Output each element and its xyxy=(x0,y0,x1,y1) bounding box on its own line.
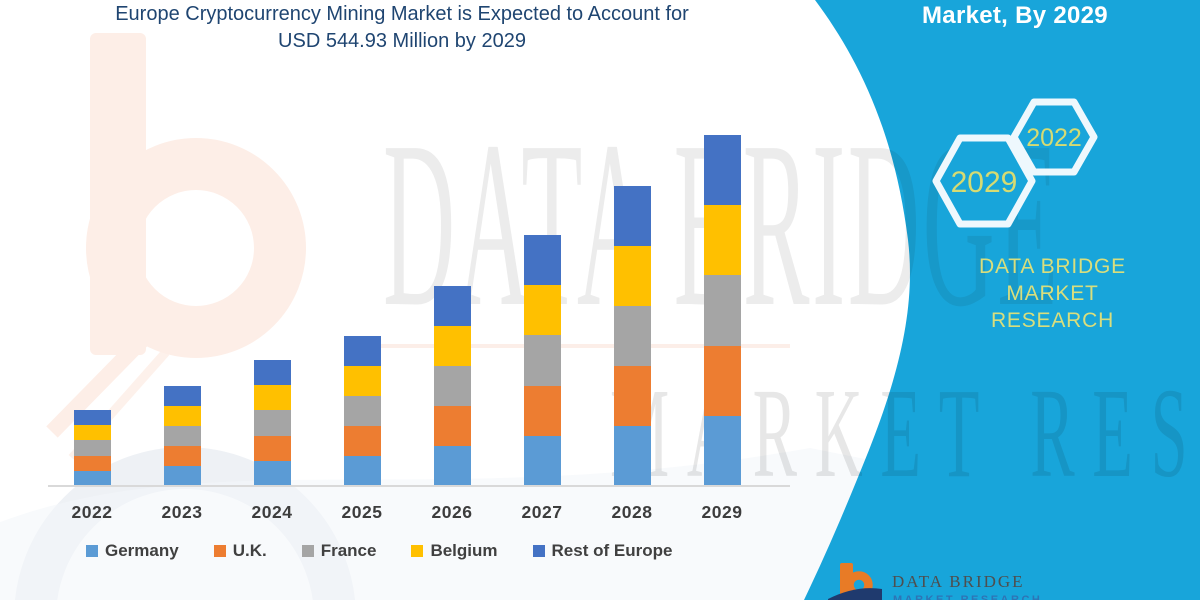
bar-2028-rest-of-europe xyxy=(613,185,651,246)
hexagon-2022-label: 2022 xyxy=(1026,124,1082,152)
legend-label: Germany xyxy=(105,541,179,560)
footer-brand-text: DATA BRIDGE xyxy=(892,572,1025,591)
panel-brand-line1: DATA BRIDGE MARKET xyxy=(979,255,1126,305)
bar-2027-germany xyxy=(523,435,561,486)
legend-swatch-icon xyxy=(411,545,424,557)
bar-2025-germany xyxy=(343,455,381,486)
bar-2024-germany xyxy=(253,460,291,486)
legend-swatch-icon xyxy=(86,545,98,557)
bar-2024-belgium xyxy=(253,385,291,411)
bar-2026-rest-of-europe xyxy=(433,286,471,326)
bar-2025-u-k- xyxy=(343,425,381,456)
bar-2023-belgium xyxy=(163,405,201,426)
bar-2026-germany xyxy=(433,446,471,486)
bar-2026-france xyxy=(433,366,471,406)
legend-item-belgium: Belgium xyxy=(411,541,498,561)
bar-2026-u-k- xyxy=(433,406,471,446)
x-tick-2024: 2024 xyxy=(251,502,293,522)
bar-2029-rest-of-europe xyxy=(703,134,741,206)
legend-swatch-icon xyxy=(301,545,314,557)
panel-heading: Market, By 2029 xyxy=(922,2,1108,29)
legend-item-u-k-: U.K. xyxy=(213,541,267,561)
legend-label: France xyxy=(320,541,377,560)
bar-2028-u-k- xyxy=(613,365,651,426)
bar-2028-germany xyxy=(613,425,651,486)
bar-2029-belgium xyxy=(703,205,741,276)
bar-2022-germany xyxy=(73,470,111,486)
bar-2027-france xyxy=(523,335,561,386)
datab-logo-icon xyxy=(828,563,882,600)
bar-2024-rest-of-europe xyxy=(253,360,291,386)
legend-label: Rest of Europe xyxy=(551,541,673,560)
legend-item-rest-of-europe: Rest of Europe xyxy=(532,541,673,561)
bar-2029-france xyxy=(703,275,741,346)
chart-title-line2: USD 544.93 Million by 2029 xyxy=(278,30,526,52)
legend-item-germany: Germany xyxy=(86,541,179,561)
chart-legend: Germany U.K. France Belgium Rest of Europe xyxy=(86,541,672,561)
bar-2025-rest-of-europe xyxy=(343,335,381,366)
bar-2023-rest-of-europe xyxy=(163,385,201,406)
x-tick-2025: 2025 xyxy=(341,502,383,522)
bar-2023-germany xyxy=(163,465,201,486)
bar-2026-belgium xyxy=(433,326,471,366)
x-tick-2027: 2027 xyxy=(521,502,563,522)
bar-2025-belgium xyxy=(343,365,381,396)
bar-2024-u-k- xyxy=(253,435,291,461)
hexagon-2029 xyxy=(932,134,1036,228)
bar-2023-france xyxy=(163,425,201,446)
x-tick-2029: 2029 xyxy=(701,502,743,522)
bar-2029-u-k- xyxy=(703,345,741,416)
bar-2022-france xyxy=(73,440,111,456)
bar-2024-france xyxy=(253,410,291,436)
footer-brand-subtext: MARKET RESEARCH xyxy=(893,594,1043,600)
bar-2025-france xyxy=(343,395,381,426)
pink-b-logo-watermark xyxy=(46,33,790,461)
x-tick-2022: 2022 xyxy=(71,502,113,522)
legend-label: U.K. xyxy=(232,541,267,560)
bar-2023-u-k- xyxy=(163,445,201,466)
bar-2027-belgium xyxy=(523,285,561,336)
panel-brand-line2: RESEARCH xyxy=(990,309,1115,332)
bar-2027-rest-of-europe xyxy=(523,235,561,286)
chart-title-line1: Europe Cryptocurrency Mining Market is E… xyxy=(115,3,689,25)
bar-2028-france xyxy=(613,305,651,366)
x-axis-line xyxy=(48,485,790,487)
hexagon-2029-label: 2029 xyxy=(950,166,1018,199)
chart-title: Europe Cryptocurrency Mining Market is E… xyxy=(52,1,752,55)
legend-swatch-icon xyxy=(213,545,226,557)
bar-2022-rest-of-europe xyxy=(73,409,111,426)
legend-item-france: France xyxy=(301,541,377,561)
x-tick-2026: 2026 xyxy=(431,502,473,522)
panel-brand-text: DATA BRIDGE MARKET RESEARCH xyxy=(930,253,1175,334)
hexagon-2022 xyxy=(1010,98,1098,176)
x-tick-2023: 2023 xyxy=(161,502,203,522)
bar-2028-belgium xyxy=(613,245,651,306)
x-tick-2028: 2028 xyxy=(611,502,653,522)
bar-2022-u-k- xyxy=(73,455,111,471)
legend-label: Belgium xyxy=(430,541,498,560)
bar-2027-u-k- xyxy=(523,385,561,436)
bar-2022-belgium xyxy=(73,425,111,441)
bar-2029-germany xyxy=(703,415,741,486)
legend-swatch-icon xyxy=(532,545,545,557)
